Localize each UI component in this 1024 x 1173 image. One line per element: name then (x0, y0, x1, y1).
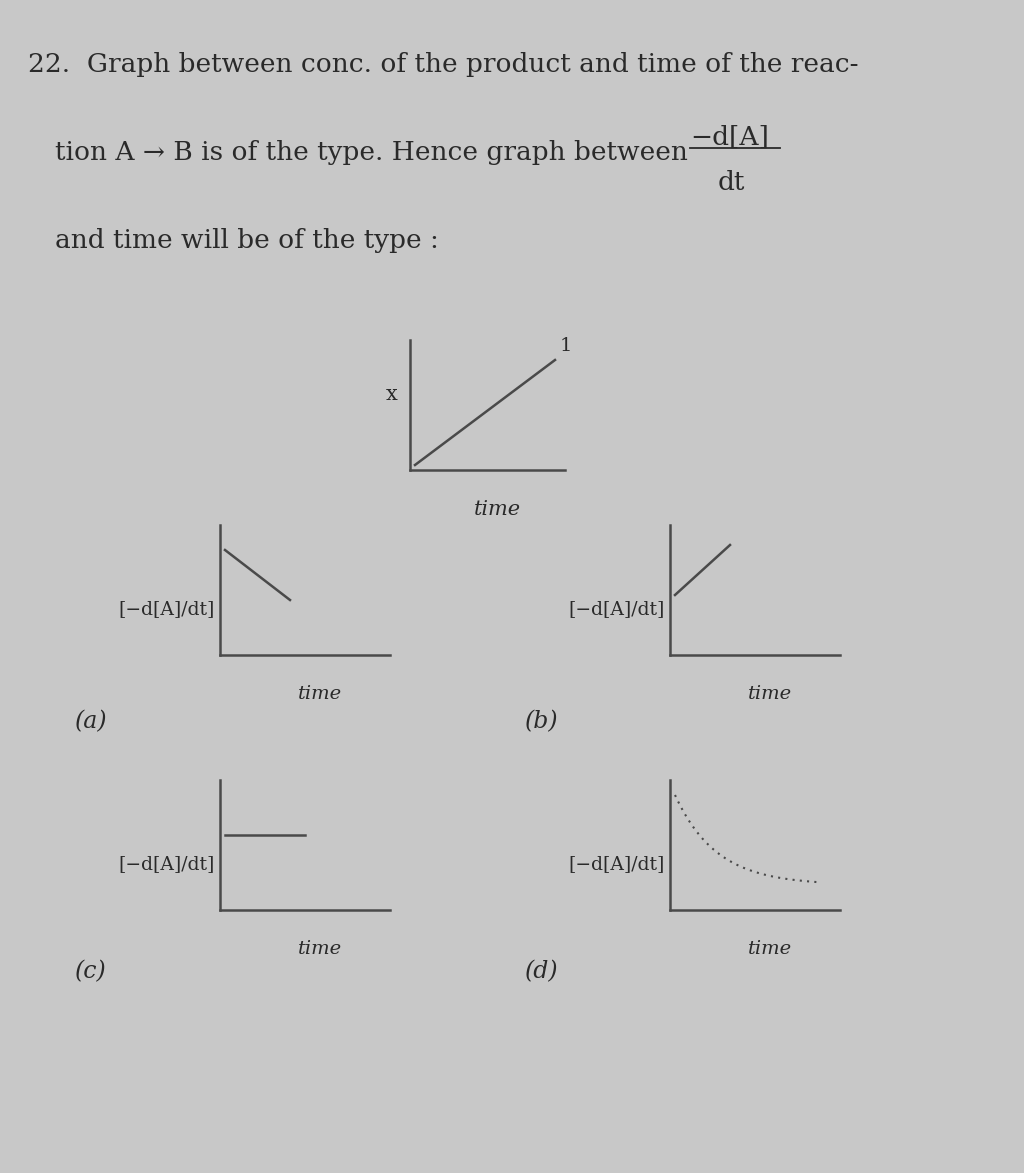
Text: [−d[A]/dt]: [−d[A]/dt] (568, 855, 665, 873)
Text: −d[A]: −d[A] (690, 126, 769, 150)
Text: time: time (298, 685, 342, 703)
Text: time: time (473, 500, 520, 518)
Text: time: time (748, 685, 792, 703)
Text: 22.  Graph between conc. of the product and time of the reac-: 22. Graph between conc. of the product a… (28, 52, 858, 77)
Text: (a): (a) (75, 710, 108, 733)
Text: time: time (298, 940, 342, 958)
Text: (b): (b) (525, 710, 559, 733)
Text: [−d[A]/dt]: [−d[A]/dt] (119, 601, 215, 618)
Text: (d): (d) (525, 960, 559, 983)
Text: 1: 1 (560, 337, 572, 355)
Text: tion A → B is of the type. Hence graph between: tion A → B is of the type. Hence graph b… (55, 140, 688, 165)
Text: and time will be of the type :: and time will be of the type : (55, 228, 439, 253)
Text: [−d[A]/dt]: [−d[A]/dt] (119, 855, 215, 873)
Text: time: time (748, 940, 792, 958)
Text: x: x (386, 386, 398, 405)
Text: (c): (c) (75, 960, 106, 983)
Text: dt: dt (718, 170, 745, 195)
Text: [−d[A]/dt]: [−d[A]/dt] (568, 601, 665, 618)
